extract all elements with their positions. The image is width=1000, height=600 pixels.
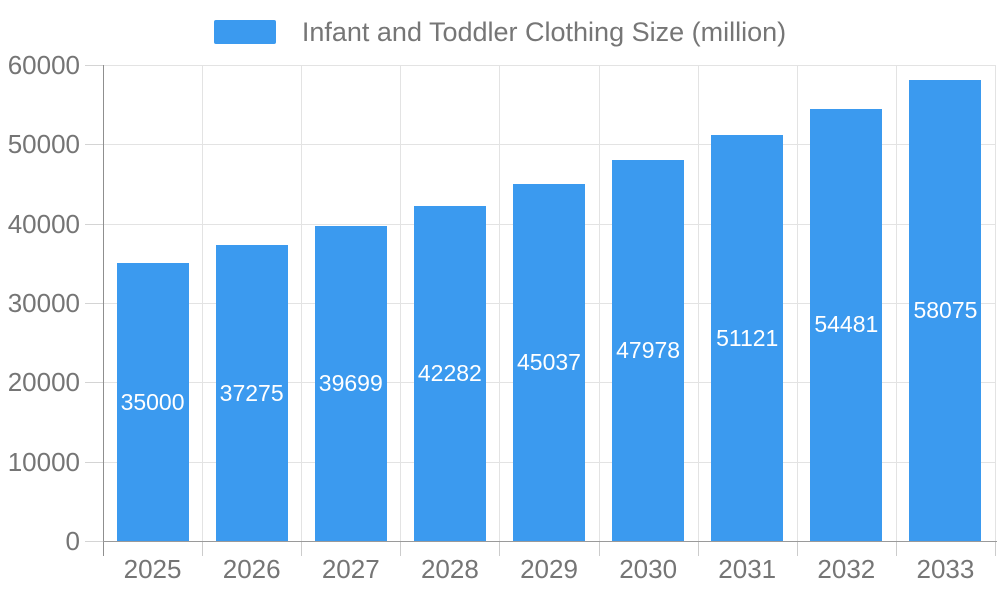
x-axis-line (103, 541, 997, 542)
bar-value-label: 39699 (318, 370, 383, 397)
x-axis-label: 2025 (123, 554, 182, 584)
x-axis-tick (895, 541, 897, 556)
x-axis-label: 2032 (817, 554, 876, 584)
bar-2030[interactable]: 47978 (612, 160, 685, 541)
y-axis-tick (85, 541, 103, 542)
bar-2031[interactable]: 51121 (711, 135, 784, 541)
y-axis-label: 40000 (7, 208, 80, 239)
y-axis-label: 20000 (7, 367, 80, 398)
y-axis-label: 50000 (7, 129, 80, 160)
x-axis-tick (796, 541, 798, 556)
x-axis-label: 2030 (619, 554, 678, 584)
bar-value-label: 42282 (417, 359, 482, 386)
y-axis-tick (85, 382, 103, 384)
x-axis-label: 2029 (520, 554, 578, 584)
x-gridline (995, 65, 996, 541)
x-axis-tick (103, 541, 104, 556)
bar-2029[interactable]: 45037 (513, 183, 585, 541)
x-axis-label: 2028 (420, 554, 479, 584)
x-axis-tick (202, 541, 204, 556)
bar-value-label: 47978 (616, 337, 681, 364)
x-gridline (895, 65, 897, 541)
bar-value-label: 58075 (913, 297, 978, 324)
y-gridline (103, 65, 995, 66)
x-gridline (202, 65, 204, 541)
y-axis-label: 0 (65, 526, 80, 556)
y-axis-label: 60000 (7, 50, 80, 80)
x-gridline (598, 65, 600, 541)
x-axis-tick (697, 541, 699, 556)
bar-value-label: 51121 (716, 324, 779, 351)
x-axis-tick (400, 541, 402, 556)
y-axis-label: 30000 (7, 288, 80, 318)
bar-2025[interactable]: 35000 (116, 263, 189, 541)
x-gridline (796, 65, 798, 541)
bar-2026[interactable]: 37275 (215, 245, 288, 541)
legend[interactable]: Infant and Toddler Clothing Size (millio… (0, 17, 1000, 47)
bar-2033[interactable]: 58075 (909, 80, 982, 541)
bar-value-label: 54481 (814, 311, 879, 338)
bar-value-label: 35000 (120, 388, 185, 415)
bar-2027[interactable]: 39699 (314, 226, 387, 541)
x-axis-label: 2026 (222, 554, 281, 584)
x-axis-label: 2031 (718, 554, 777, 584)
x-gridline (499, 65, 501, 541)
legend-label: Infant and Toddler Clothing Size (millio… (301, 16, 787, 47)
y-axis-label: 10000 (7, 446, 80, 477)
y-gridline (103, 144, 995, 146)
bar-2028[interactable]: 42282 (413, 205, 486, 541)
y-axis-tick (85, 303, 103, 304)
bar-value-label: 45037 (517, 348, 581, 375)
x-axis-tick (499, 541, 501, 556)
bar-value-label: 37275 (219, 379, 284, 406)
x-axis-label: 2027 (321, 554, 380, 584)
x-axis-tick (995, 541, 996, 556)
x-axis-label: 2033 (916, 554, 975, 584)
x-gridline (301, 65, 303, 541)
y-axis-line (103, 65, 104, 541)
y-axis-tick (85, 144, 103, 146)
bar-2032[interactable]: 54481 (810, 108, 883, 541)
y-axis-tick (85, 65, 103, 66)
legend-swatch (213, 20, 276, 44)
x-gridline (400, 65, 402, 541)
y-axis-tick (85, 461, 103, 463)
x-axis-tick (301, 541, 303, 556)
x-gridline (697, 65, 699, 541)
x-axis-tick (598, 541, 600, 556)
y-axis-tick (85, 223, 103, 225)
